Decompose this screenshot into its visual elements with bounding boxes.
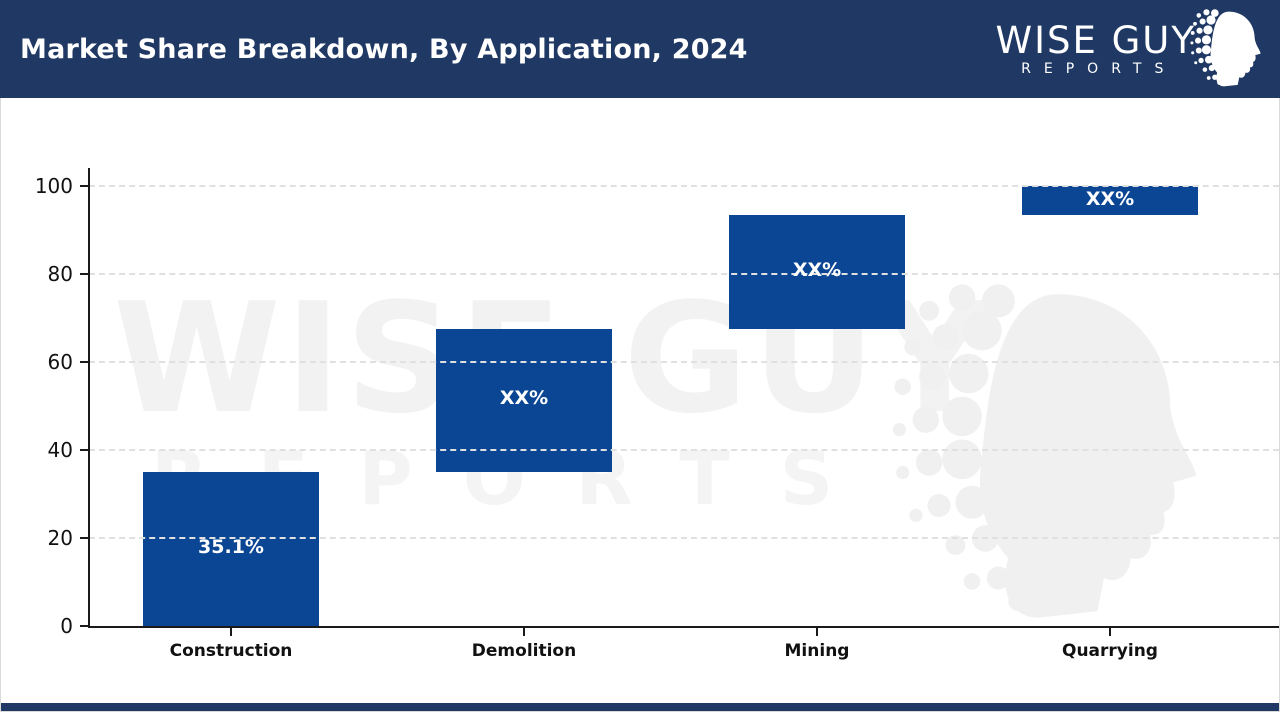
x-axis-label-quarrying: Quarrying — [1062, 641, 1158, 661]
chart-area: WISE GUY REPORTS 35.1% Construction XX% Dem… — [0, 98, 1280, 712]
page-title: Market Share Breakdown, By Application, … — [20, 33, 748, 65]
gridline-80 — [89, 273, 1279, 275]
bar-value-label: XX% — [792, 259, 842, 282]
x-axis-tick — [230, 628, 232, 636]
y-axis-spine — [88, 168, 90, 628]
brand-name: WISE GUY — [995, 18, 1196, 62]
footer-accent-bar — [1, 703, 1279, 711]
x-axis-label-construction: Construction — [169, 641, 293, 661]
brand-logo: WISE GUY REPORTS — [996, 7, 1280, 91]
watermark-dotted-face — [892, 284, 1197, 618]
gridline-100 — [89, 185, 1279, 187]
x-axis-label-demolition: Demolition — [471, 641, 577, 661]
x-axis-spine — [88, 626, 1279, 628]
y-axis-label-100: 100 — [34, 174, 73, 198]
y-axis-tick — [80, 537, 88, 539]
y-axis-label-60: 60 — [47, 350, 73, 374]
y-axis-tick — [80, 273, 88, 275]
x-axis-tick — [1109, 628, 1111, 636]
bar-value-label: 35.1% — [198, 535, 264, 558]
gridline-60 — [89, 361, 1279, 363]
bar-value-label: XX% — [499, 387, 549, 410]
y-axis-label-40: 40 — [47, 438, 73, 462]
header-banner: Market Share Breakdown, By Application, … — [0, 0, 1280, 98]
bar-construction — [143, 471, 319, 626]
y-axis-tick — [80, 361, 88, 363]
brand-subname: REPORTS — [1021, 60, 1177, 77]
bar-mining — [729, 215, 905, 329]
dotted-face-icon — [1190, 9, 1261, 87]
y-axis-tick — [80, 625, 88, 627]
x-axis-tick — [816, 628, 818, 636]
bar-demolition — [436, 329, 612, 472]
gridline-20 — [89, 537, 1279, 539]
y-axis-label-80: 80 — [47, 262, 73, 286]
x-axis-label-mining: Mining — [784, 641, 850, 661]
x-axis-tick — [523, 628, 525, 636]
bar-value-label: XX% — [1085, 187, 1135, 210]
brand-logo-text: WISE GUY REPORTS — [996, 22, 1196, 77]
y-axis-label-0: 0 — [60, 614, 73, 638]
y-axis-tick — [80, 449, 88, 451]
gridline-40 — [89, 449, 1279, 451]
y-axis-label-20: 20 — [47, 526, 73, 550]
bar-quarrying — [1022, 186, 1198, 216]
y-axis-tick — [80, 185, 88, 187]
